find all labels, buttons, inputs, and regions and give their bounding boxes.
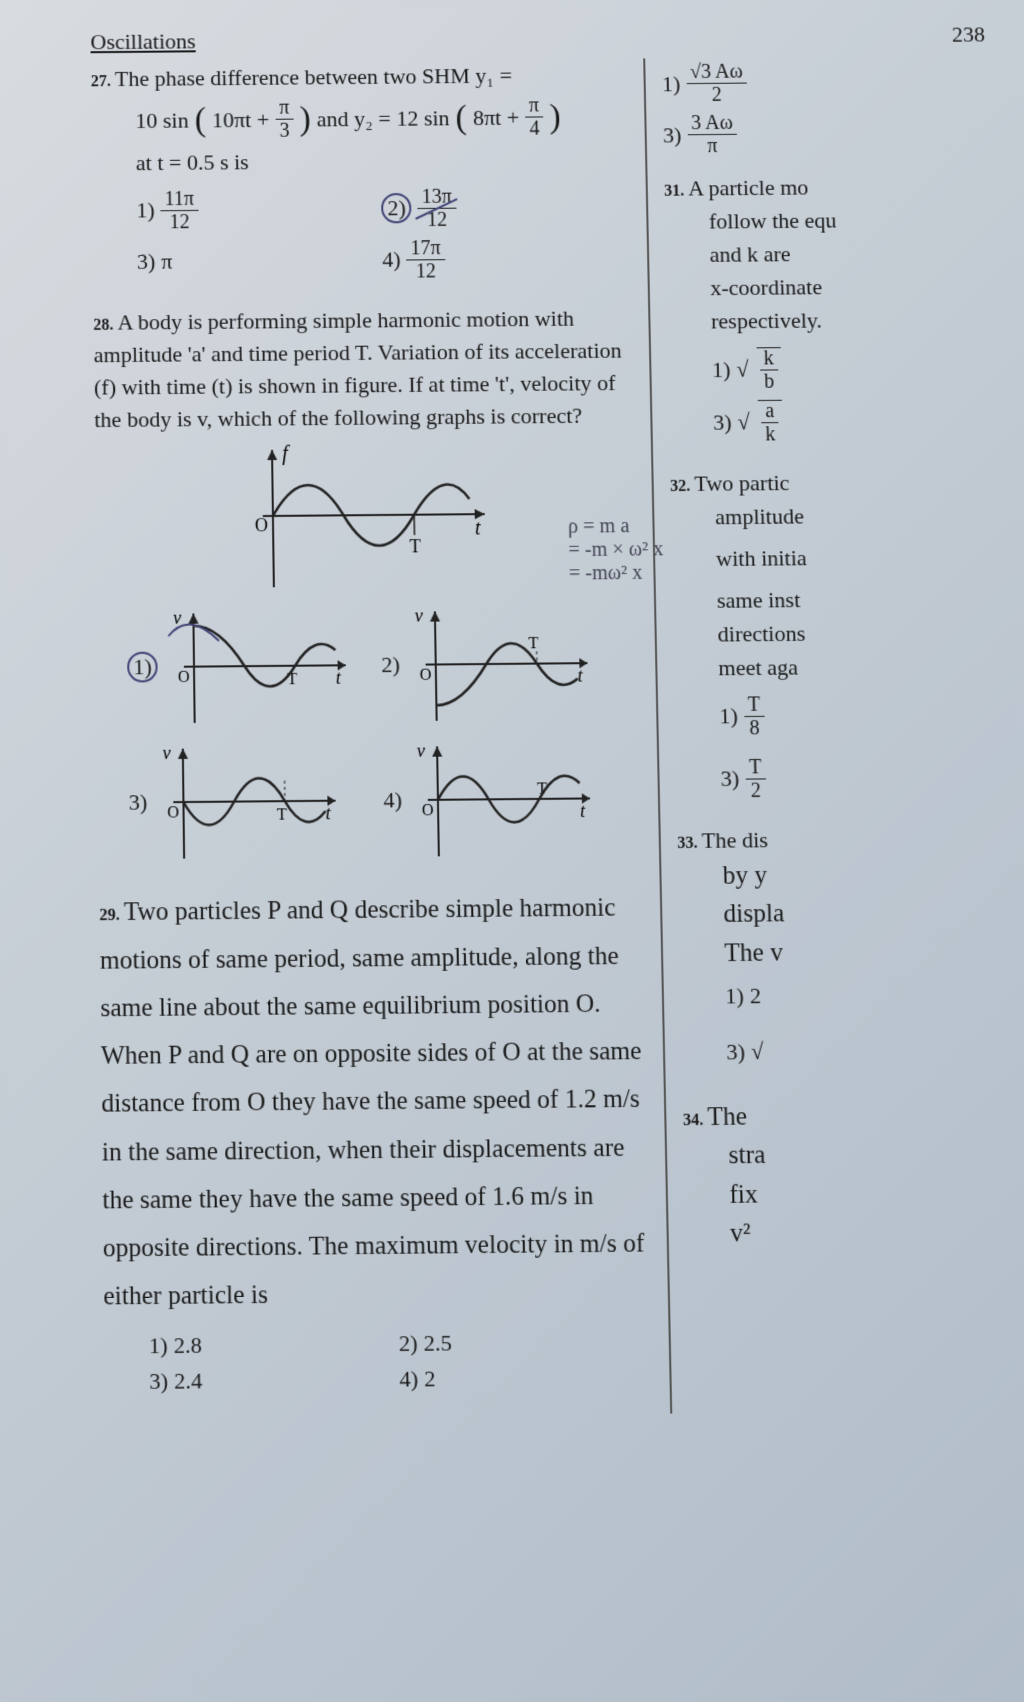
q32-opt1: 1) T8 [719, 688, 1003, 743]
svg-text:v: v [417, 741, 425, 762]
paren-open-icon: ( [194, 94, 206, 145]
svg-text:t: t [336, 668, 342, 689]
question-32: 32. Two partic amplitude with initia sam… [670, 465, 1005, 806]
q32-opt3: 3) T2 [720, 750, 1005, 805]
svg-text:t: t [326, 803, 332, 824]
right-column: 1) √3 Aω2 3) 3 Aωπ 31. A particle mo fol… [645, 55, 1020, 1413]
q28-opt4: 4) v O t T [382, 731, 639, 869]
question-31: 31. A particle mo follow the equ and k a… [664, 170, 996, 450]
q29-number: 29. [99, 907, 120, 925]
q29-opt1: 1) 2.8 [149, 1326, 399, 1364]
q28-main-graph: f O t T [232, 438, 497, 593]
q29-opt3: 3) 2.4 [149, 1361, 399, 1399]
q27-eq1-arg-a: 10πt + [212, 103, 270, 137]
svg-text:O: O [422, 802, 434, 820]
T-label: T [410, 536, 421, 556]
q27-opt1: 1) 11π12 [136, 183, 382, 236]
opt4-graph: v O t T [407, 737, 602, 862]
svg-text:T: T [529, 635, 539, 652]
q27-opt3: 3) π [137, 234, 383, 288]
svg-text:O: O [168, 805, 180, 823]
svg-text:v: v [163, 743, 171, 764]
question-29: 29. Two particles P and Q describe simpl… [99, 885, 649, 1399]
paren-close-icon: ) [549, 91, 561, 142]
svg-text:T: T [277, 807, 287, 825]
q27-opt4: 4) 17π12 [382, 232, 628, 286]
q27-eq2-frac: π 4 [525, 95, 544, 138]
q27-eq1-coef: 10 sin [135, 103, 189, 137]
q31-opt1: 1) √kb [712, 341, 995, 396]
q28-opt3: 3) v O t T [128, 733, 384, 871]
q27-opt2: 2) 13π12 [381, 181, 627, 234]
svg-text:O: O [178, 669, 190, 687]
q27-and: and y₂ = 12 sin [317, 101, 450, 135]
paren-close-icon: ) [299, 93, 311, 144]
q33-opt3: 3) √ [726, 1032, 1012, 1070]
svg-text:t: t [580, 801, 586, 822]
q27-at: at t = 0.5 s is [92, 142, 626, 180]
q29-text: Two particles P and Q describe simple ha… [100, 894, 645, 1311]
circled-answer: 1) [127, 652, 158, 683]
opt2-graph: v O t T [405, 602, 599, 726]
paren-open-icon: ( [455, 92, 467, 143]
q27-text: The phase difference between two SHM y₁ … [115, 63, 512, 92]
r-opt3: 3) 3 Aωπ [663, 107, 989, 161]
xlabel: t [475, 518, 481, 540]
svg-text:t: t [578, 666, 584, 687]
svg-text:v: v [415, 606, 423, 626]
left-column: 27. The phase difference between two SHM… [91, 58, 673, 1418]
q28-text: A body is performing simple harmonic mot… [94, 305, 622, 431]
circled-answer: 2) [381, 193, 412, 223]
chapter-title: Oscillations [90, 28, 195, 55]
opt3-graph: v O t T [153, 739, 347, 864]
q28-opt2: 2) v O t T [380, 596, 636, 733]
svg-text:O: O [420, 667, 432, 685]
ylabel: f [282, 443, 290, 465]
q28-number: 28. [93, 316, 113, 333]
q31-opt3: 3) √ak [713, 394, 996, 449]
r-opt1: 1) √3 Aω2 [661, 55, 986, 109]
origin-label: O [255, 515, 268, 535]
q27-eq2-arg-a: 8πt + [473, 100, 520, 134]
q27-number: 27. [91, 73, 111, 90]
q29-opt4: 4) 2 [399, 1359, 650, 1397]
handwritten-note: ρ = m a = -m × ω² x = -mω² x [568, 514, 664, 585]
question-27: 27. The phase difference between two SHM… [91, 59, 628, 289]
q27-eq1-frac: π 3 [275, 97, 294, 140]
page-number: 238 [952, 21, 986, 47]
opt1-graph: v O t T [163, 604, 357, 728]
q28-opt1: 1) v O t T [127, 598, 383, 735]
q29-opt2: 2) 2.5 [398, 1323, 648, 1361]
svg-text:v: v [173, 608, 181, 628]
question-33: 33. The dis by y displa The v 1) 2 3) √ [677, 821, 1012, 1070]
q33-opt1: 1) 2 [725, 976, 1010, 1014]
question-34: 34. The stra fix v² [683, 1096, 1017, 1254]
question-28: 28. A body is performing simple harmonic… [93, 302, 639, 871]
